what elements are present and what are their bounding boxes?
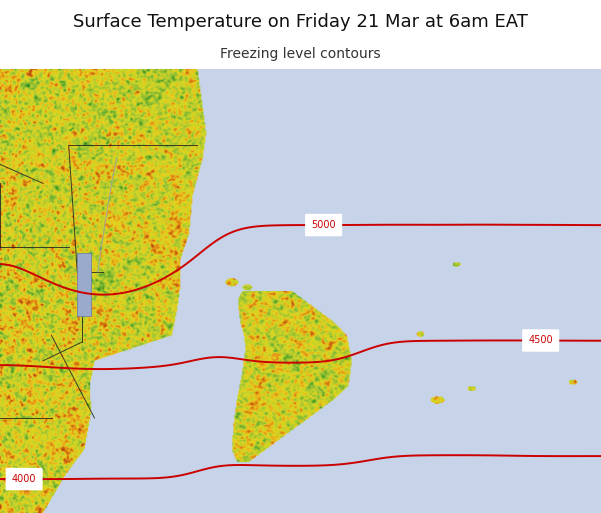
- Text: Surface Temperature on Friday 21 Mar at 6am EAT: Surface Temperature on Friday 21 Mar at …: [73, 13, 528, 31]
- Polygon shape: [78, 253, 91, 317]
- Text: 4000: 4000: [12, 474, 37, 484]
- Text: 4500: 4500: [528, 336, 553, 346]
- Text: Freezing level contours: Freezing level contours: [220, 47, 381, 61]
- Text: 5000: 5000: [311, 220, 336, 230]
